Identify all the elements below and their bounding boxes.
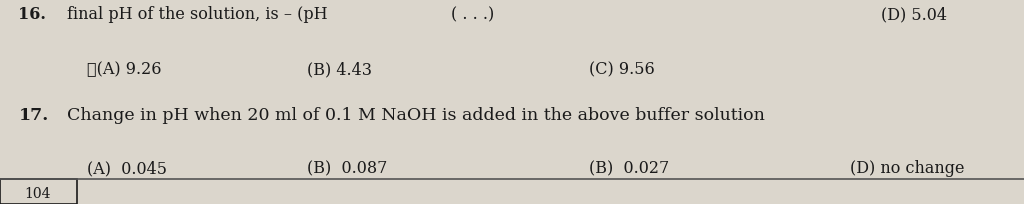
Text: (C) 9.56: (C) 9.56 — [589, 61, 654, 78]
Text: (D) no change: (D) no change — [850, 159, 965, 176]
Text: final pH of the solution, is – (pH: final pH of the solution, is – (pH — [67, 6, 328, 23]
Text: (B) 4.43: (B) 4.43 — [307, 61, 372, 78]
Text: (B)  0.087: (B) 0.087 — [307, 159, 387, 176]
Text: ( . . .): ( . . .) — [451, 6, 494, 23]
Text: 16.: 16. — [18, 6, 46, 23]
Text: Change in pH when 20 ml of 0.1 M NaOH is added in the above buffer solution: Change in pH when 20 ml of 0.1 M NaOH is… — [67, 106, 765, 123]
Text: 104: 104 — [25, 186, 51, 200]
FancyBboxPatch shape — [0, 180, 77, 204]
Text: (D) 5.04: (D) 5.04 — [881, 6, 946, 23]
Text: ✓(A) 9.26: ✓(A) 9.26 — [87, 61, 162, 78]
Text: 17.: 17. — [18, 106, 49, 123]
Text: (B)  0.027: (B) 0.027 — [589, 159, 669, 176]
Text: (A)  0.045: (A) 0.045 — [87, 159, 167, 176]
